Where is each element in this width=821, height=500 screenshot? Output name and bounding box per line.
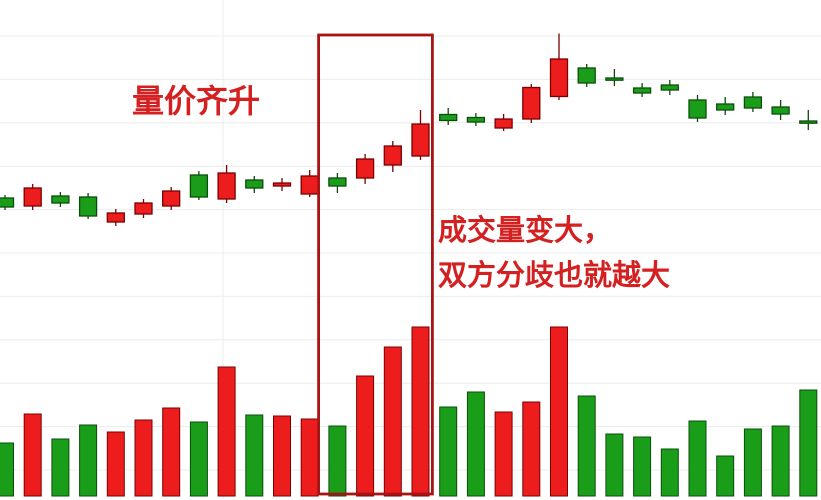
svg-text:双方分歧也就越大: 双方分歧也就越大 (438, 258, 670, 292)
svg-text:成交量变大，: 成交量变大， (438, 213, 612, 247)
svg-text:量价齐升: 量价齐升 (132, 83, 260, 119)
